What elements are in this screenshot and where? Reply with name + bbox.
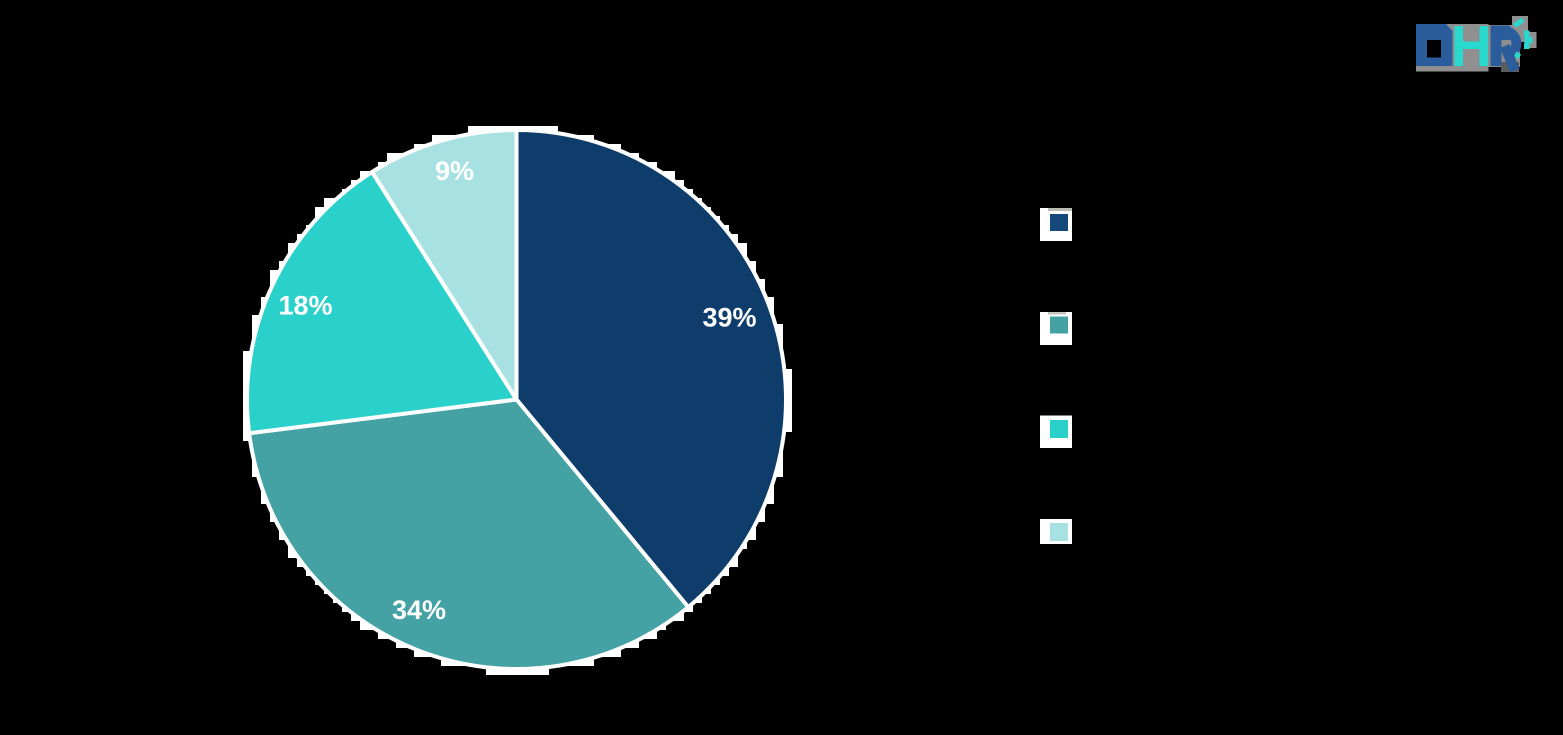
svg-text:39%: 39% — [702, 303, 756, 333]
svg-text:34%: 34% — [392, 595, 446, 625]
svg-text:9%: 9% — [435, 156, 474, 186]
svg-text:18%: 18% — [278, 291, 332, 321]
